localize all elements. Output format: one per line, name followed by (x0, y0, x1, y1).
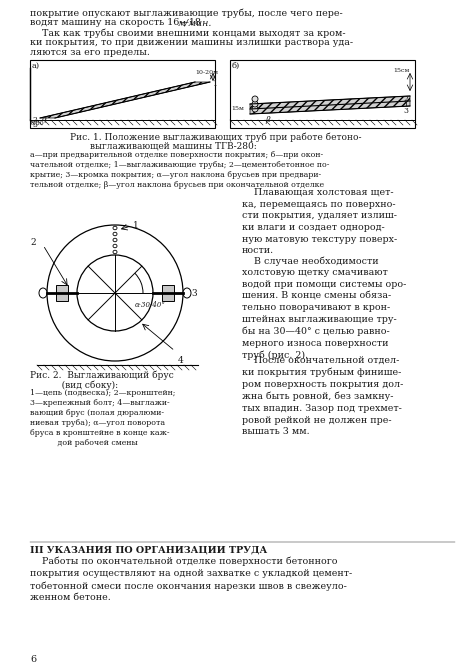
Text: 2: 2 (30, 238, 36, 247)
Ellipse shape (183, 288, 191, 298)
Bar (30, 60, 215, 128)
Text: покрытие опускают выглаживающие трубы, после чего пере-: покрытие опускают выглаживающие трубы, п… (30, 8, 343, 17)
Ellipse shape (39, 288, 47, 298)
Text: 10-20м: 10-20м (195, 70, 218, 75)
Text: 3: 3 (191, 289, 197, 298)
FancyBboxPatch shape (56, 285, 68, 301)
Text: водят машину на скорость 16—18: водят машину на скорость 16—18 (30, 18, 204, 27)
Text: В случае необходимости
холстовую щетку смачивают
водой при помощи системы оро-
ш: В случае необходимости холстовую щетку с… (242, 256, 406, 360)
Text: β: β (265, 116, 270, 124)
Text: Рис. 2.  Выглаживающий брус: Рис. 2. Выглаживающий брус (30, 371, 174, 380)
Text: III УКАЗАНИЯ ПО ОРГАНИЗАЦИИ ТРУДА: III УКАЗАНИЯ ПО ОРГАНИЗАЦИИ ТРУДА (30, 545, 267, 554)
Text: Работы по окончательной отделке поверхности бетонного
покрытия осуществляют на о: Работы по окончательной отделке поверхно… (30, 557, 352, 602)
Text: 4: 4 (178, 356, 184, 365)
Text: выглаживающей машины ТГВ-280:: выглаживающей машины ТГВ-280: (90, 142, 257, 151)
Text: 1—цепь (подвеска); 2—кронштейн;
3—крепежный болт; 4—выглажи-
вающий брус (полая : 1—цепь (подвеска); 2—кронштейн; 3—крепеж… (30, 389, 175, 447)
Text: Рис. 1. Положение выглаживающих труб при работе бетоно-: Рис. 1. Положение выглаживающих труб при… (70, 133, 362, 142)
Text: 15м: 15м (231, 106, 244, 111)
Bar (230, 60, 415, 128)
Text: 6: 6 (30, 655, 36, 664)
Text: м/мин.: м/мин. (178, 18, 212, 27)
Circle shape (252, 96, 258, 102)
Text: 3: 3 (403, 107, 408, 115)
Text: α: α (42, 115, 47, 123)
Circle shape (252, 106, 258, 112)
Polygon shape (40, 82, 210, 118)
Text: ляются за его пределы.: ляются за его пределы. (30, 48, 150, 57)
Text: Плавающая холстовая щет-
ка, перемещаясь по поверхно-
сти покрытия, удаляет изли: Плавающая холстовая щет- ка, перемещаясь… (242, 188, 397, 255)
Text: а—при предварительной отделке поверхности покрытия; б—при окон-
чательной отделк: а—при предварительной отделке поверхност… (30, 151, 329, 189)
Polygon shape (250, 96, 410, 114)
Text: (вид сбоку):: (вид сбоку): (30, 380, 118, 389)
Text: б·30°: б·30° (31, 121, 48, 126)
Text: б): б) (232, 62, 240, 70)
Text: 2: 2 (32, 116, 37, 124)
Text: Так как трубы своими внешними концами выходят за кром-: Так как трубы своими внешними концами вы… (30, 28, 346, 38)
Text: а): а) (32, 62, 40, 70)
Text: ки покрытия, то при движении машины излишки раствора уда-: ки покрытия, то при движении машины изли… (30, 38, 353, 47)
Text: 3: 3 (32, 121, 37, 129)
Text: После окончательной отдел-
ки покрытия трубным финише-
ром поверхность покрытия : После окончательной отдел- ки покрытия т… (242, 356, 403, 436)
Text: α·30-40°: α·30-40° (135, 301, 166, 309)
Circle shape (252, 101, 258, 107)
Text: 1: 1 (133, 221, 139, 230)
Text: 1: 1 (212, 80, 217, 88)
Text: 15см: 15см (393, 68, 410, 73)
FancyBboxPatch shape (162, 285, 174, 301)
Text: 1: 1 (403, 101, 408, 109)
Text: 2: 2 (403, 95, 408, 103)
